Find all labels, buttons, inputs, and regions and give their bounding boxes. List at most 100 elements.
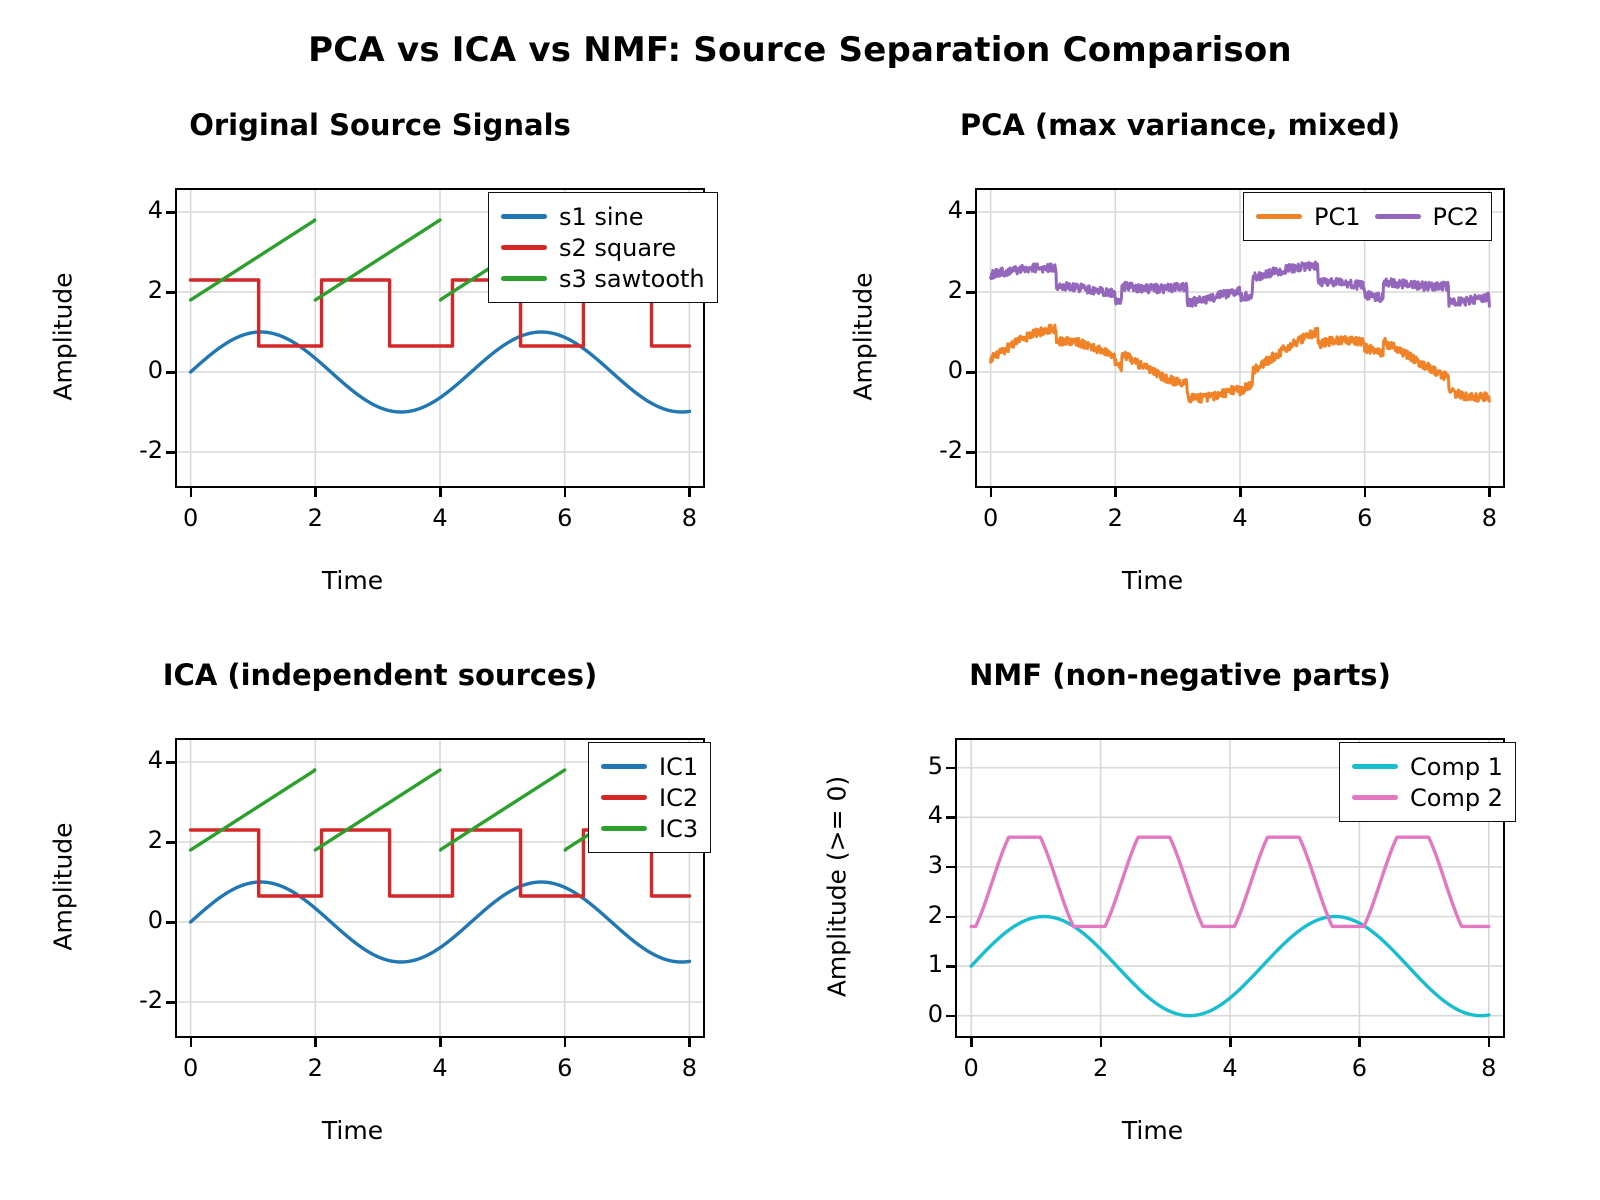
ylabel-nmf: Amplitude (>= 0): [822, 775, 852, 998]
ytick-mark: [166, 921, 175, 924]
series-pca-1: [989, 260, 1491, 308]
legend-item-sources-0[interactable]: s1 sine: [501, 201, 705, 232]
legend-item-nmf-1[interactable]: Comp 2: [1352, 782, 1503, 813]
series-sources-0: [188, 330, 692, 414]
xtick-mark: [1487, 1038, 1491, 1047]
data-lines-nmf: [969, 835, 1491, 1018]
series-sources-2: [188, 218, 692, 302]
xtick-label-ica-2: 2: [307, 1054, 323, 1082]
gridlines-pca: [977, 190, 1503, 486]
ytick-label-sources-4: 4: [147, 196, 163, 224]
ytick-label-pca-2: 2: [947, 276, 963, 304]
xtick-label-ica-6: 6: [557, 1054, 573, 1082]
xtick-label-sources-8: 8: [681, 504, 698, 532]
series-pca-0: [989, 323, 1491, 404]
ytick-label-pca-0: 0: [947, 356, 963, 384]
xtick-mark: [688, 1038, 691, 1047]
legend-item-sources-2[interactable]: s3 sawtooth: [501, 263, 705, 294]
xtick-label-ica-0: 0: [182, 1054, 199, 1082]
legend-ica[interactable]: IC1 IC2 IC3: [588, 742, 712, 853]
legend-item-pca-0[interactable]: PC1: [1256, 201, 1361, 232]
legend-swatch-icon: [601, 795, 647, 800]
xtick-label-pca-8: 8: [1481, 504, 1498, 532]
xtick-mark: [439, 488, 442, 497]
series-nmf-0: [969, 914, 1491, 1018]
ytick-label-ica--2: -2: [139, 986, 163, 1014]
xtick-label-pca-0: 0: [982, 504, 999, 532]
ytick-mark: [166, 841, 175, 844]
xlabel-nmf: Time: [1121, 1116, 1184, 1145]
ytick-mark: [946, 915, 955, 918]
xtick-mark: [1114, 488, 1117, 497]
xtick-mark: [1239, 488, 1242, 497]
ytick-label-nmf-4: 4: [927, 801, 943, 830]
xtick-label-pca-6: 6: [1357, 504, 1373, 532]
legend-item-ica-2[interactable]: IC3: [601, 813, 698, 844]
xtick-label-nmf-2: 2: [1092, 1054, 1109, 1082]
data-lines-pca: [989, 260, 1491, 404]
xtick-mark: [563, 1038, 567, 1047]
xtick-mark: [1099, 1038, 1103, 1047]
xtick-mark: [314, 1038, 317, 1047]
legend-pca[interactable]: PC1 PC2: [1243, 192, 1492, 241]
legend-label: Comp 2: [1410, 783, 1503, 812]
ytick-mark: [966, 211, 975, 214]
xtick-mark: [1488, 488, 1491, 497]
legend-item-nmf-0[interactable]: Comp 1: [1352, 751, 1503, 782]
plot-area-ica: [175, 738, 705, 1038]
ylabel-ica: Amplitude: [48, 822, 78, 951]
legend-label: Comp 1: [1410, 752, 1503, 781]
panel-title-pca: PCA (max variance, mixed): [959, 108, 1401, 142]
legend-swatch-icon: [1374, 214, 1421, 219]
legend-label: PC2: [1432, 202, 1480, 231]
ytick-mark: [166, 291, 175, 294]
xtick-mark: [688, 488, 691, 497]
legend-sources[interactable]: s1 sine s2 square s3 sawtooth: [488, 192, 718, 303]
panel-ica: ICA (independent sources) -2 0 2 4 0 2 4 6 8 Ampl…: [0, 658, 760, 1158]
ytick-label-ica-4: 4: [147, 746, 163, 774]
xtick-label-nmf-4: 4: [1222, 1054, 1238, 1082]
ytick-label-ica-2: 2: [147, 826, 163, 854]
ytick-label-pca-4: 4: [947, 196, 963, 224]
legend-swatch-icon: [501, 245, 547, 250]
ytick-mark: [946, 1014, 955, 1018]
legend-swatch-icon: [1352, 764, 1398, 769]
xtick-mark: [1358, 1038, 1361, 1047]
ytick-mark: [166, 371, 175, 374]
figure-suptitle: PCA vs ICA vs NMF: Source Separation Com…: [308, 30, 1292, 70]
legend-item-ica-1[interactable]: IC2: [601, 782, 698, 813]
ytick-mark: [166, 761, 175, 764]
xtick-mark: [563, 488, 567, 497]
xtick-label-sources-6: 6: [557, 504, 573, 532]
legend-swatch-icon: [501, 276, 547, 281]
xtick-label-sources-4: 4: [432, 504, 448, 532]
xtick-label-sources-2: 2: [307, 504, 323, 532]
ytick-mark: [946, 965, 955, 968]
ytick-label-sources-2: 2: [147, 276, 163, 304]
xtick-mark: [189, 488, 193, 497]
xtick-label-nmf-6: 6: [1351, 1054, 1368, 1082]
panel-nmf: NMF (non-negative parts) 0 1 2 3 4 5 0 2 4 6 8 Ampl…: [800, 658, 1560, 1158]
xtick-mark: [314, 488, 317, 497]
xtick-label-sources-0: 0: [182, 504, 199, 532]
panel-original-sources: Original Source Signals -2 0 2 4 0 2 4 6 8 Amplit…: [0, 108, 760, 608]
panel-title-sources: Original Source Signals: [189, 108, 571, 142]
ytick-mark: [946, 766, 955, 770]
xlabel-sources: Time: [321, 566, 384, 595]
ytick-label-sources--2: -2: [139, 436, 163, 464]
legend-swatch-icon: [601, 764, 647, 769]
xtick-mark: [1229, 1038, 1232, 1047]
ytick-mark: [946, 865, 955, 869]
ytick-mark: [966, 451, 975, 454]
legend-item-ica-0[interactable]: IC1: [601, 751, 698, 782]
legend-item-sources-1[interactable]: s2 square: [501, 232, 705, 263]
legend-nmf[interactable]: Comp 1 Comp 2: [1339, 742, 1516, 822]
series-ica-2: [188, 768, 692, 852]
ytick-mark: [946, 816, 955, 819]
xtick-mark: [970, 1038, 973, 1047]
legend-item-pca-1[interactable]: PC2: [1374, 201, 1480, 232]
ylabel-pca: Amplitude: [848, 272, 878, 401]
ytick-label-nmf-3: 3: [927, 850, 943, 879]
series-nmf-1: [969, 835, 1491, 929]
